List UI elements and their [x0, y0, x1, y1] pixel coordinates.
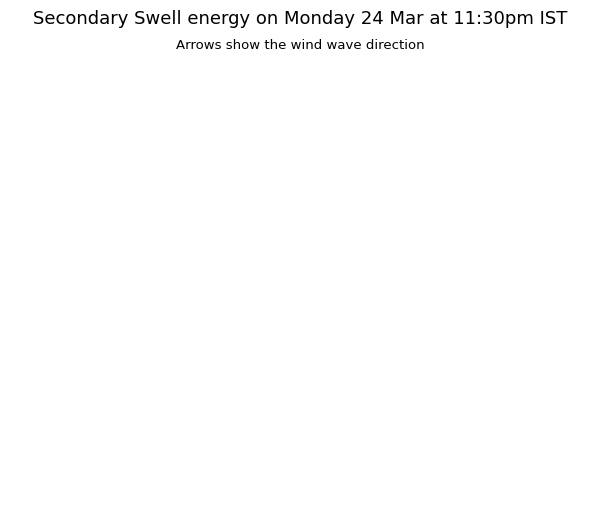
Text: cartopy not found – install cartopy: cartopy not found – install cartopy: [158, 276, 443, 294]
Text: Arrows show the wind wave direction: Arrows show the wind wave direction: [176, 39, 425, 52]
Text: Secondary Swell energy on Monday 24 Mar at 11:30pm IST: Secondary Swell energy on Monday 24 Mar …: [33, 10, 568, 28]
